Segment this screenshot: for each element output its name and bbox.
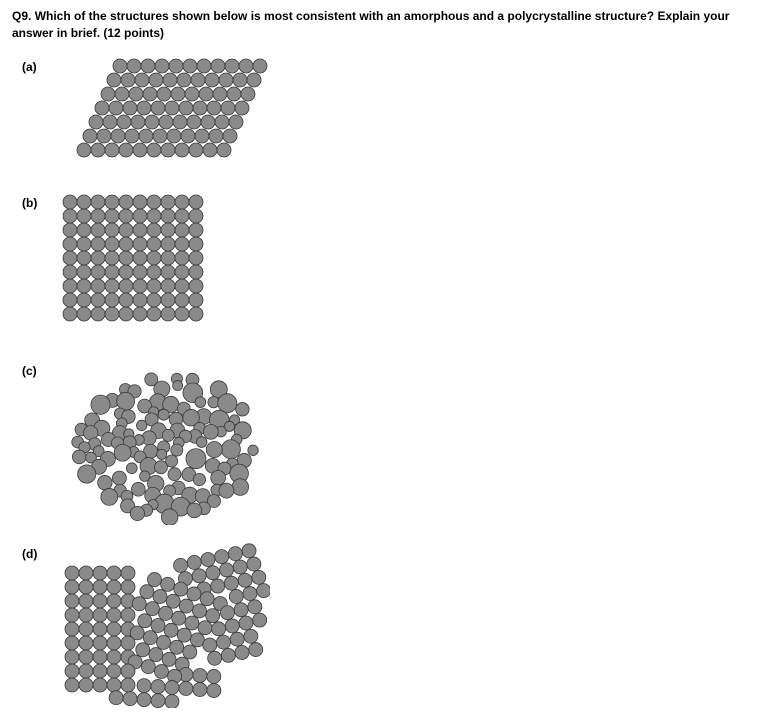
- option-label-d: (d): [12, 543, 60, 561]
- figure-c: [60, 360, 270, 525]
- figure-a: [60, 56, 290, 174]
- option-label-a: (a): [12, 56, 60, 74]
- question-text: Q9. Which of the structures shown below …: [12, 8, 762, 42]
- option-c: (c): [12, 360, 762, 525]
- question-number: Q9.: [12, 9, 31, 23]
- option-label-b: (b): [12, 192, 60, 210]
- option-b: (b): [12, 192, 762, 342]
- figure-b: [60, 192, 230, 342]
- question-body: Which of the structures shown below is m…: [12, 9, 729, 40]
- option-a: (a): [12, 56, 762, 174]
- option-d: (d): [12, 543, 762, 708]
- option-label-c: (c): [12, 360, 60, 378]
- figure-d: [60, 543, 270, 708]
